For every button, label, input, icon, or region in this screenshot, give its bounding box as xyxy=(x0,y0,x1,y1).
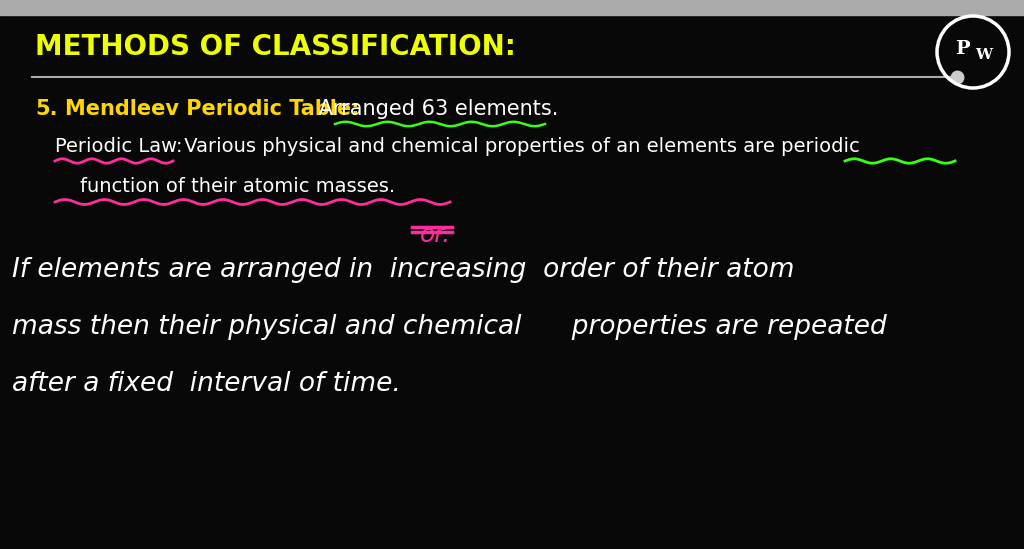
Text: after a fixed  interval of time.: after a fixed interval of time. xyxy=(12,371,400,397)
Text: function of their atomic masses.: function of their atomic masses. xyxy=(55,177,395,196)
Text: 5.: 5. xyxy=(35,99,57,119)
Text: Mendleev Periodic Table:: Mendleev Periodic Table: xyxy=(65,99,359,119)
Text: If elements are arranged in  increasing  order of their atom: If elements are arranged in increasing o… xyxy=(12,257,795,283)
Text: mass then their physical and chemical      properties are repeated: mass then their physical and chemical pr… xyxy=(12,314,887,340)
Text: Periodic Law:: Periodic Law: xyxy=(55,137,182,156)
Text: METHODS OF CLASSIFICATION:: METHODS OF CLASSIFICATION: xyxy=(35,33,516,61)
Text: P: P xyxy=(954,40,970,58)
Text: W: W xyxy=(976,48,992,62)
Text: Various physical and chemical properties of an elements are periodic: Various physical and chemical properties… xyxy=(178,137,860,156)
Text: or.: or. xyxy=(420,223,451,247)
Text: Arranged 63 elements.: Arranged 63 elements. xyxy=(312,99,558,119)
Bar xyxy=(0,0,1024,15)
